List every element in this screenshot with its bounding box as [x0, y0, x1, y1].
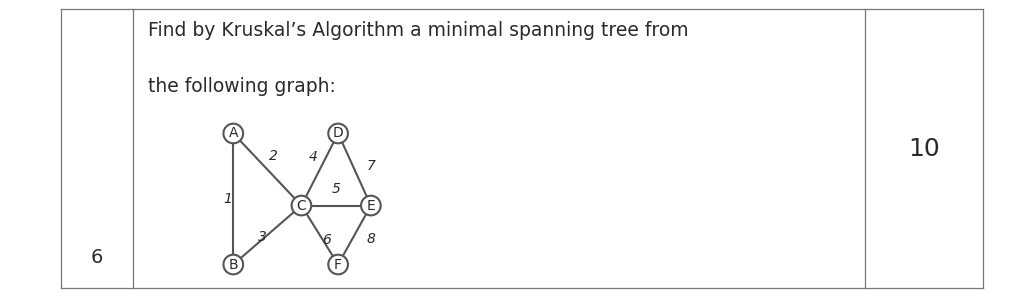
Text: 6: 6: [91, 248, 103, 267]
Circle shape: [223, 124, 243, 143]
Text: E: E: [367, 198, 375, 213]
Circle shape: [361, 196, 381, 215]
Circle shape: [329, 124, 348, 143]
Circle shape: [292, 196, 311, 215]
Circle shape: [329, 255, 348, 274]
Text: F: F: [334, 257, 342, 271]
Text: 2: 2: [268, 149, 278, 163]
Circle shape: [223, 255, 243, 274]
Text: 1: 1: [223, 192, 232, 206]
Text: C: C: [297, 198, 306, 213]
Text: B: B: [228, 257, 239, 271]
Text: 7: 7: [367, 159, 375, 173]
Text: A: A: [228, 127, 238, 140]
Text: 8: 8: [367, 232, 375, 246]
Text: D: D: [333, 127, 343, 140]
Text: 5: 5: [332, 181, 341, 195]
Text: 10: 10: [908, 137, 940, 160]
Text: Find by Kruskal’s Algorithm a minimal spanning tree from: Find by Kruskal’s Algorithm a minimal sp…: [148, 21, 689, 40]
Text: 4: 4: [308, 150, 317, 164]
Text: 6: 6: [322, 233, 331, 247]
Text: 3: 3: [258, 230, 266, 244]
Text: the following graph:: the following graph:: [148, 77, 336, 96]
